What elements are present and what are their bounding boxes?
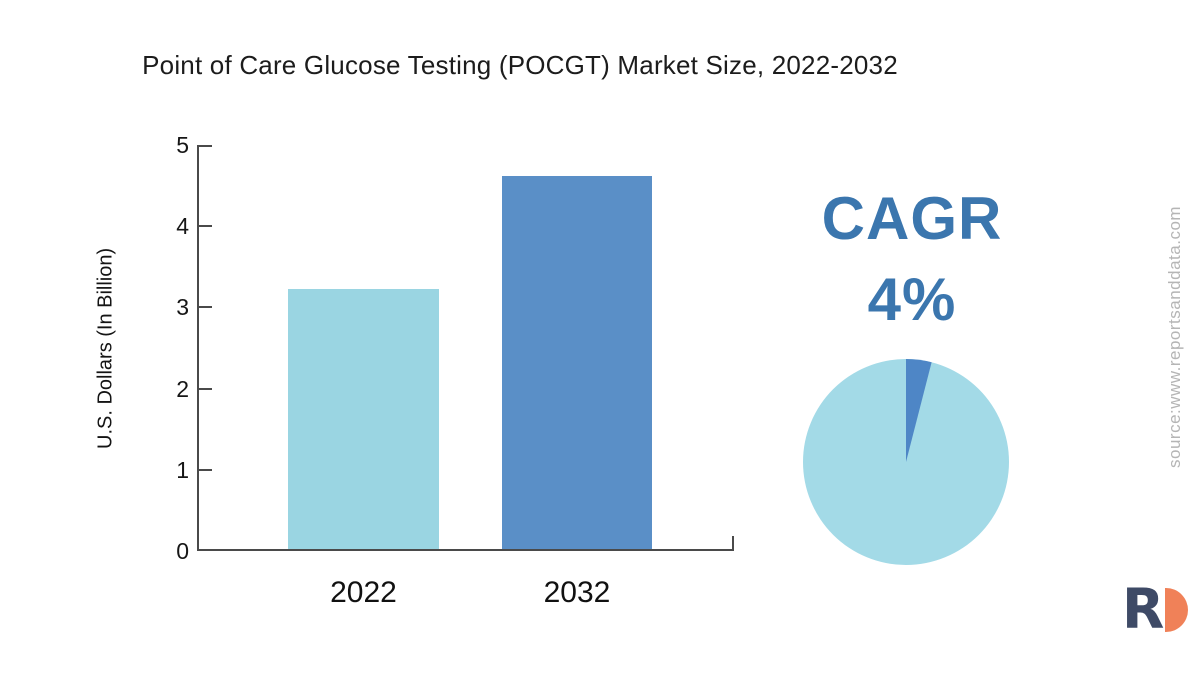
cagr-label: CAGR (821, 185, 1003, 252)
y-axis-title: U.S. Dollars (In Billion) (94, 247, 117, 449)
y-axis-tick-label: 3 (176, 294, 189, 321)
chart-title: Point of Care Glucose Testing (POCGT) Ma… (142, 50, 898, 80)
y-axis-tick (199, 306, 212, 309)
y-axis-tick (199, 145, 212, 147)
bar-2032 (502, 175, 652, 549)
x-axis-end-tick (732, 536, 734, 549)
y-axis-tick (199, 387, 212, 390)
y-axis-tick-label: 2 (176, 375, 189, 402)
cagr-callout: CAGR 4% (797, 178, 1027, 340)
y-axis-tick-label: 1 (176, 456, 189, 483)
reportsanddata-logo: R (1122, 577, 1189, 641)
y-axis-tick-label: 4 (176, 213, 189, 240)
y-axis-tick-label: 5 (176, 132, 189, 158)
cagr-pie-chart (803, 359, 1009, 565)
bar-chart-plot: 0 1 2 3 4 5 2022 2032 (176, 132, 734, 609)
pie-cagr-slice (906, 359, 932, 462)
y-axis-tick (199, 468, 212, 471)
logo-half-circle-icon (1165, 587, 1189, 632)
x-axis-label: 2032 (543, 576, 611, 609)
bar-2022 (288, 289, 439, 549)
source-credit: source:www.reportsanddata.com (1165, 205, 1184, 469)
x-axis-label: 2022 (330, 576, 397, 609)
y-axis-tick-label: 0 (176, 538, 189, 564)
logo-letter-r: R (1122, 577, 1164, 641)
cagr-value: 4% (867, 266, 957, 333)
y-axis-tick (199, 225, 212, 228)
